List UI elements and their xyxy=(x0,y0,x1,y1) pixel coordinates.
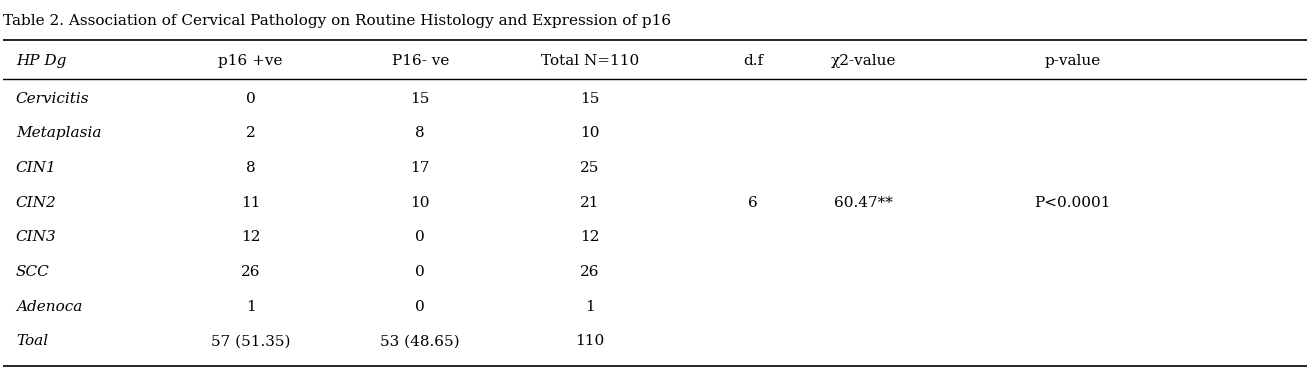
Text: P<0.0001: P<0.0001 xyxy=(1034,196,1111,210)
Text: p16 +ve: p16 +ve xyxy=(219,54,283,68)
Text: 8: 8 xyxy=(246,161,255,175)
Text: 0: 0 xyxy=(415,230,424,244)
Text: Cervicitis: Cervicitis xyxy=(16,92,89,106)
Text: 60.47**: 60.47** xyxy=(834,196,893,210)
Text: 57 (51.35): 57 (51.35) xyxy=(211,334,291,348)
Text: Table 2. Association of Cervical Pathology on Routine Histology and Expression o: Table 2. Association of Cervical Patholo… xyxy=(3,14,671,28)
Text: 15: 15 xyxy=(410,92,430,106)
Text: 17: 17 xyxy=(410,161,430,175)
Text: 26: 26 xyxy=(241,265,261,279)
Text: 12: 12 xyxy=(580,230,600,244)
Text: CIN1: CIN1 xyxy=(16,161,56,175)
Text: 1: 1 xyxy=(584,299,595,314)
Text: 0: 0 xyxy=(415,265,424,279)
Text: 26: 26 xyxy=(580,265,600,279)
Text: P16- ve: P16- ve xyxy=(392,54,449,68)
Text: SCC: SCC xyxy=(16,265,50,279)
Text: 2: 2 xyxy=(246,126,255,141)
Text: 10: 10 xyxy=(580,126,600,141)
Text: 11: 11 xyxy=(241,196,261,210)
Text: CIN2: CIN2 xyxy=(16,196,56,210)
Text: p-value: p-value xyxy=(1044,54,1100,68)
Text: 12: 12 xyxy=(241,230,261,244)
Text: d.f: d.f xyxy=(743,54,762,68)
Text: CIN3: CIN3 xyxy=(16,230,56,244)
Text: 25: 25 xyxy=(580,161,600,175)
Text: Toal: Toal xyxy=(16,334,48,348)
Text: Adenoca: Adenoca xyxy=(16,299,83,314)
Text: Metaplasia: Metaplasia xyxy=(16,126,101,141)
Text: 8: 8 xyxy=(415,126,424,141)
Text: χ2-value: χ2-value xyxy=(831,54,896,68)
Text: HP Dg: HP Dg xyxy=(16,54,67,68)
Text: 15: 15 xyxy=(580,92,600,106)
Text: Total N=110: Total N=110 xyxy=(541,54,639,68)
Text: 1: 1 xyxy=(246,299,255,314)
Text: 0: 0 xyxy=(415,299,424,314)
Text: 6: 6 xyxy=(748,196,757,210)
Text: 110: 110 xyxy=(575,334,604,348)
Text: 21: 21 xyxy=(580,196,600,210)
Text: 0: 0 xyxy=(246,92,255,106)
Text: 53 (48.65): 53 (48.65) xyxy=(380,334,460,348)
Text: 10: 10 xyxy=(410,196,430,210)
